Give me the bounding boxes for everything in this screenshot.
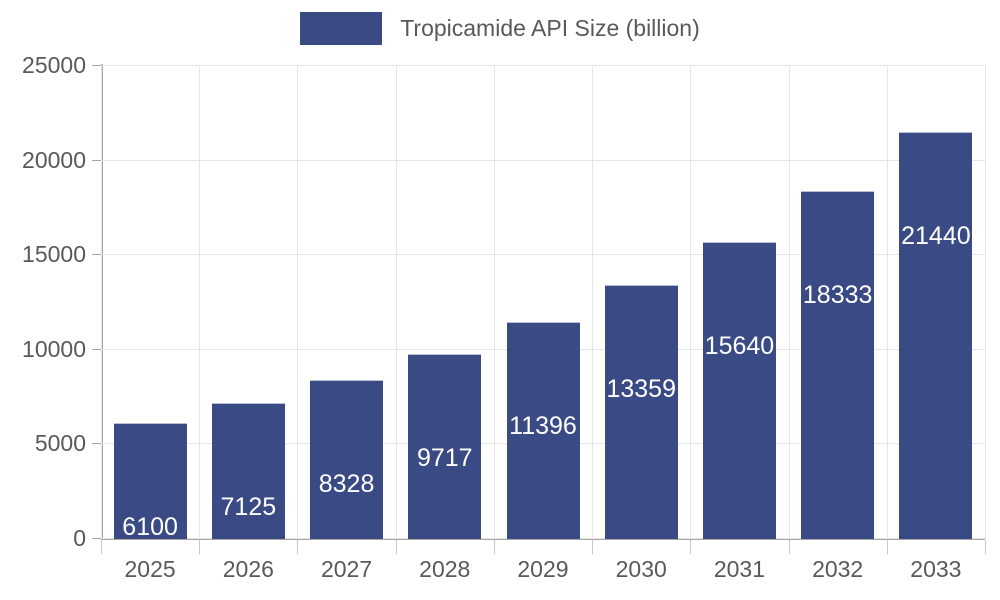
y-tick-mark xyxy=(92,538,101,539)
x-tick-mark xyxy=(396,540,397,554)
x-tick-mark xyxy=(789,540,790,554)
bar-2029[interactable] xyxy=(506,322,580,539)
y-tick-label-20000: 20000 xyxy=(22,146,86,173)
y-tick-label-0: 0 xyxy=(73,525,86,551)
gridline-vertical xyxy=(199,65,200,538)
y-tick-label-15000: 15000 xyxy=(22,241,86,268)
bar-2030[interactable] xyxy=(604,285,678,539)
y-tick-mark xyxy=(92,443,101,445)
x-axis-line xyxy=(101,538,985,540)
x-tick-mark xyxy=(494,540,495,554)
bar-value-label-2029: 11396 xyxy=(509,412,577,441)
y-tick-label-10000: 10000 xyxy=(22,335,86,362)
x-tick-mark xyxy=(985,540,986,554)
bar-2033[interactable] xyxy=(899,132,973,539)
x-tick-label-2030: 2030 xyxy=(615,556,667,582)
chart-legend: Tropicamide API Size (billion) xyxy=(0,8,1000,48)
bar-value-label-2025: 6100 xyxy=(122,512,178,541)
gridline-vertical xyxy=(297,65,298,538)
gridline-horizontal xyxy=(101,65,985,66)
gridline-vertical xyxy=(789,65,790,538)
gridline-vertical xyxy=(592,65,593,538)
y-tick-label-5000: 5000 xyxy=(34,430,86,457)
bar-2032[interactable] xyxy=(801,191,875,539)
x-tick-label-2025: 2025 xyxy=(124,556,176,582)
x-tick-label-2026: 2026 xyxy=(222,556,274,582)
gridline-vertical xyxy=(101,65,102,538)
gridline-vertical xyxy=(396,65,397,538)
bar-value-label-2031: 15640 xyxy=(704,332,775,361)
y-tick-mark xyxy=(92,159,101,161)
bar-2026[interactable] xyxy=(211,403,285,539)
bar-2025[interactable] xyxy=(113,422,187,539)
y-tick-mark xyxy=(92,65,101,66)
gridline-vertical xyxy=(494,65,495,538)
y-tick-mark xyxy=(92,348,101,350)
bar-value-label-2027: 8328 xyxy=(318,470,375,499)
x-tick-label-2033: 2033 xyxy=(910,556,962,582)
x-tick-mark xyxy=(887,540,888,554)
bar-2027[interactable] xyxy=(310,380,384,539)
x-tick-label-2028: 2028 xyxy=(419,556,471,582)
bar-value-label-2028: 9717 xyxy=(416,444,473,473)
bar-2031[interactable] xyxy=(702,242,776,539)
x-tick-mark xyxy=(297,540,298,554)
gridline-horizontal xyxy=(101,254,985,256)
legend-swatch-icon xyxy=(300,11,383,45)
y-tick-mark xyxy=(92,254,101,256)
bar-value-label-2026: 7125 xyxy=(220,493,277,522)
y-axis-line xyxy=(101,64,103,539)
x-tick-mark xyxy=(101,540,102,554)
x-tick-label-2031: 2031 xyxy=(713,556,766,582)
bar-2028[interactable] xyxy=(408,354,482,539)
x-tick-mark xyxy=(199,540,200,554)
bar-value-label-2032: 18333 xyxy=(802,281,873,310)
bar-value-label-2030: 13359 xyxy=(606,375,676,404)
gridline-horizontal xyxy=(101,159,985,161)
gridline-vertical xyxy=(985,65,986,538)
x-tick-mark xyxy=(592,540,593,554)
y-tick-label-25000: 25000 xyxy=(22,52,86,78)
bar-value-label-2033: 21440 xyxy=(901,222,971,251)
x-tick-label-2029: 2029 xyxy=(517,556,569,582)
x-tick-label-2027: 2027 xyxy=(320,556,373,582)
gridline-vertical xyxy=(887,65,888,538)
gridline-vertical xyxy=(690,65,691,538)
x-tick-label-2032: 2032 xyxy=(812,556,864,582)
x-tick-mark xyxy=(690,540,691,554)
legend-label: Tropicamide API Size (billion) xyxy=(400,14,700,41)
plot-area: 6100 7125 8328 9717 11396 13359 15640 18333 2144… xyxy=(101,65,986,541)
